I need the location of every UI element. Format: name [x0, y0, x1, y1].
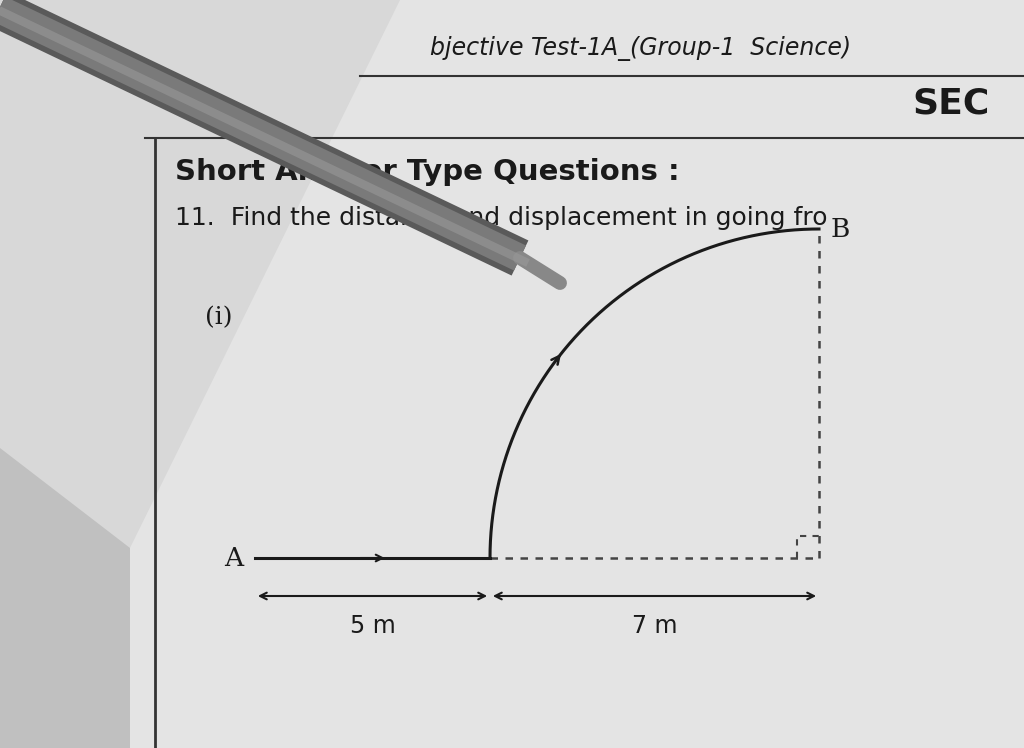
Text: 11.  Find the distance and displacement in going fro: 11. Find the distance and displacement i…	[175, 206, 827, 230]
Text: bjective Test-1A_(Group-1  Science): bjective Test-1A_(Group-1 Science)	[430, 35, 851, 61]
Text: 5 m: 5 m	[349, 614, 395, 638]
Text: B: B	[831, 216, 850, 242]
Text: A: A	[224, 545, 243, 571]
Text: SEC: SEC	[912, 86, 990, 120]
Text: Short Answer Type Questions :: Short Answer Type Questions :	[175, 158, 680, 186]
Bar	[130, 0, 1024, 748]
Bar	[0, 0, 180, 748]
Text: 7 m: 7 m	[632, 614, 677, 638]
Polygon shape	[0, 0, 400, 548]
Text: (i): (i)	[205, 307, 232, 330]
